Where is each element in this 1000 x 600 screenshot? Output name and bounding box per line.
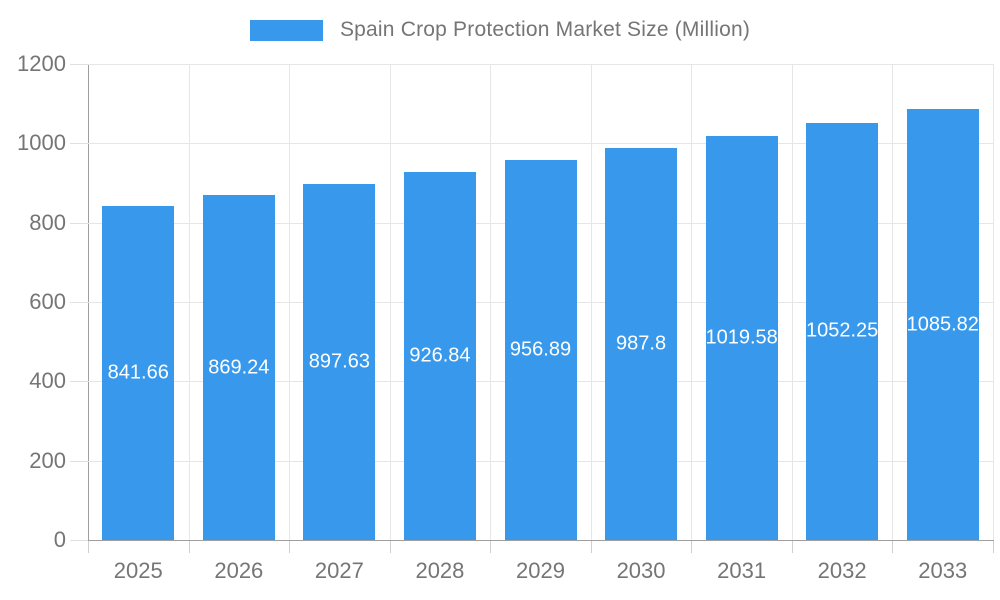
x-axis-label: 2030 [616, 558, 666, 583]
bar: 926.84 [403, 172, 476, 540]
x-axis-tick [88, 541, 89, 553]
bar-value-label: 1052.25 [806, 319, 879, 342]
bar-value-label: 841.66 [107, 361, 169, 384]
y-axis-tick [70, 381, 88, 383]
bar: 1085.82 [907, 109, 979, 540]
bar: 897.63 [303, 183, 376, 540]
x-axis-label: 2031 [717, 558, 767, 583]
x-gridline [289, 64, 291, 540]
x-axis-tick [590, 541, 592, 553]
y-axis-label: 600 [29, 289, 66, 314]
x-axis-line [88, 540, 994, 541]
bar-value-label: 987.8 [616, 332, 667, 355]
x-axis-tick [993, 541, 994, 553]
x-axis-tick [691, 541, 693, 553]
legend-swatch [249, 19, 323, 41]
bar-value-label: 1085.82 [906, 313, 979, 336]
chart-title: Spain Crop Protection Market Size (Milli… [339, 18, 751, 41]
x-axis-label: 2028 [415, 558, 465, 583]
bar: 1052.25 [806, 122, 879, 540]
bar: 841.66 [102, 206, 175, 540]
x-gridline [590, 64, 592, 540]
y-axis-tick [70, 222, 88, 224]
x-gridline [389, 64, 391, 540]
x-gridline [691, 64, 693, 540]
y-axis-label: 400 [29, 368, 66, 394]
y-axis-tick [70, 64, 88, 65]
y-axis-tick [70, 302, 88, 303]
y-gridline [88, 143, 993, 145]
x-axis-tick [289, 541, 291, 553]
x-axis-label: 2029 [516, 558, 565, 583]
x-axis-tick [490, 541, 492, 553]
y-axis-label: 0 [53, 527, 66, 552]
y-gridline [88, 64, 993, 65]
x-gridline [791, 64, 793, 540]
x-gridline [188, 64, 190, 540]
y-axis-tick [70, 540, 88, 541]
y-axis-label: 1000 [17, 130, 66, 156]
bar: 869.24 [202, 195, 275, 540]
x-gridline [490, 64, 492, 540]
x-axis-label: 2027 [314, 558, 364, 583]
y-axis-label: 200 [29, 447, 66, 473]
y-axis-label: 1200 [17, 51, 66, 76]
bar-value-label: 1019.58 [705, 326, 778, 349]
bar-value-label: 926.84 [409, 344, 471, 367]
x-axis-tick [791, 541, 793, 553]
x-axis-label: 2026 [214, 558, 264, 583]
bar-value-label: 897.63 [308, 350, 370, 373]
plot-area: 841.66 869.24 897.63 926.84 956.89 987.8 1019.… [88, 64, 994, 540]
bar: 987.8 [605, 148, 678, 540]
x-gridline [892, 64, 894, 540]
x-axis-tick [389, 541, 391, 553]
bar-value-label: 869.24 [208, 356, 270, 379]
x-axis-label: 2025 [113, 558, 163, 583]
y-axis-tick [70, 460, 88, 462]
x-axis-label: 2033 [918, 558, 968, 583]
bar-value-label: 956.89 [509, 338, 572, 361]
bar: 1019.58 [705, 135, 778, 540]
legend: Spain Crop Protection Market Size (Milli… [0, 18, 1000, 42]
x-axis-tick [188, 541, 190, 553]
y-axis-label: 800 [29, 209, 66, 235]
x-gridline [993, 64, 994, 540]
y-axis-tick [70, 143, 88, 145]
bar: 956.89 [504, 160, 577, 540]
x-axis-label: 2032 [817, 558, 867, 583]
x-axis-tick [892, 541, 894, 553]
